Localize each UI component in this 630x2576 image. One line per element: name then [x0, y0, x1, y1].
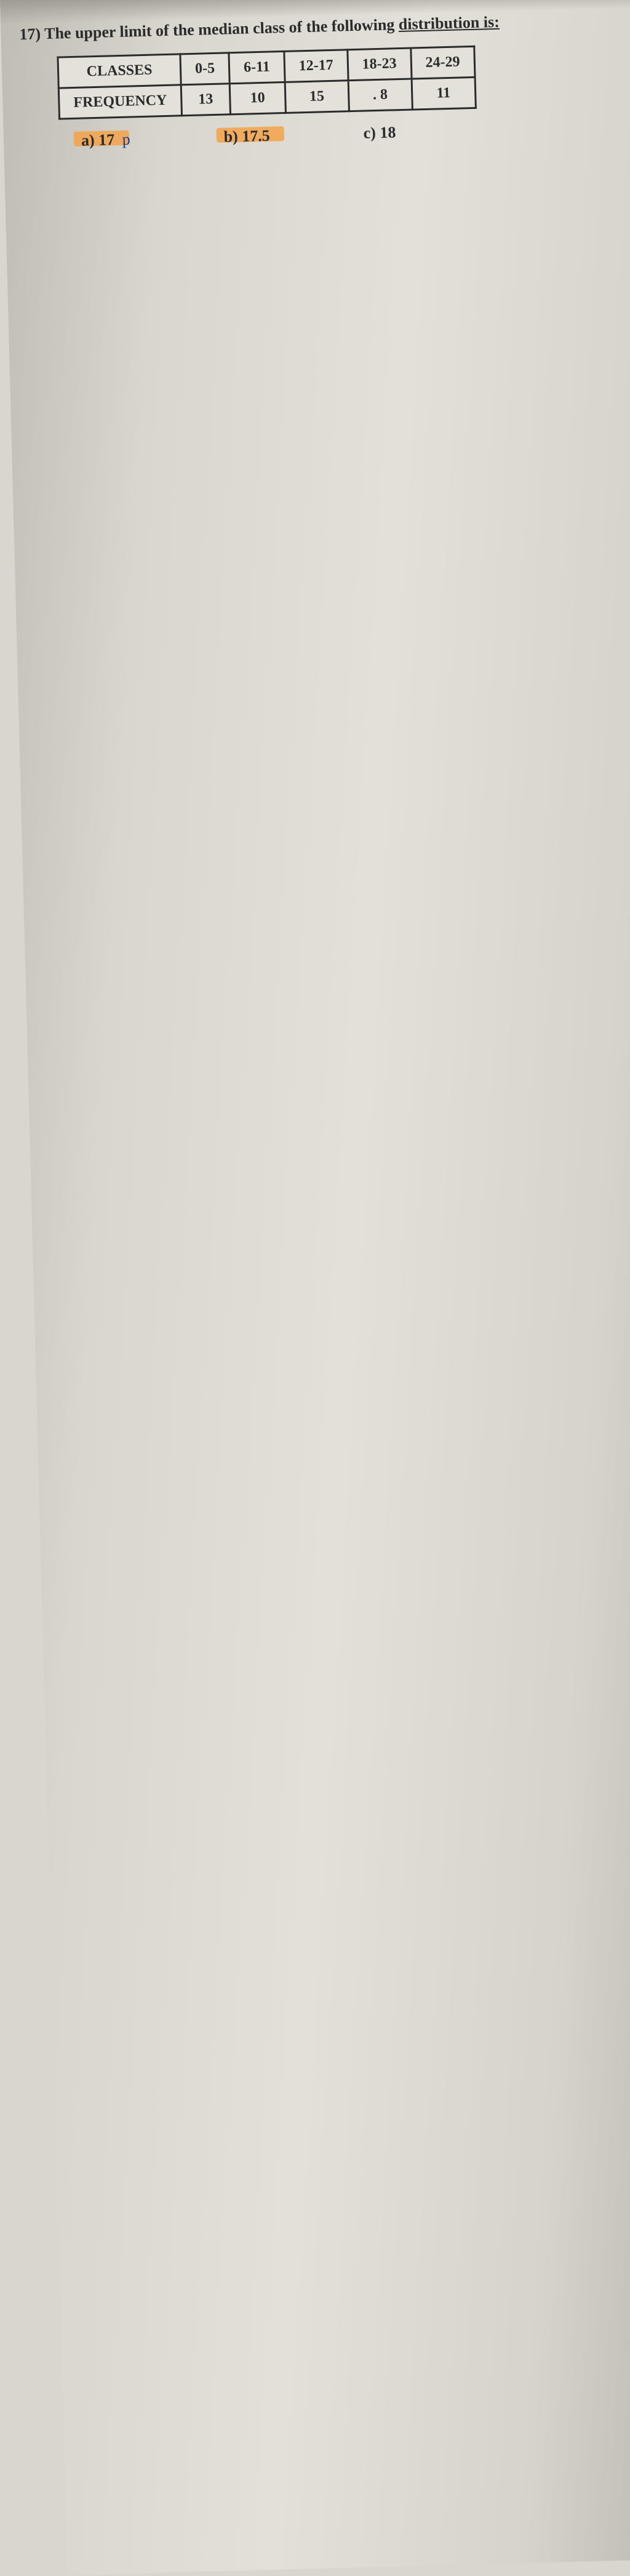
question-number: 17) [19, 25, 41, 43]
class-col-0: 0-5 [180, 53, 229, 85]
freq-cell-2: 15 [285, 81, 349, 113]
question-17: 17) The upper limit of the median class … [19, 9, 613, 45]
question-text-part1: The upper limit of the median class of t… [44, 15, 399, 42]
option-a: a) 17 p [78, 129, 135, 151]
freq-cell-1: 10 [229, 82, 285, 114]
class-col-1: 6-11 [229, 51, 285, 83]
class-col-3: 18-23 [347, 48, 411, 81]
class-col-2: 12-17 [284, 50, 348, 83]
frequency-table: CLASSES 0-5 6-11 12-17 18-23 24-29 FREQU… [57, 46, 476, 120]
option-a-label: a) [81, 131, 95, 150]
option-b-value: 17.5 [242, 126, 270, 145]
frequency-header: FREQUENCY [58, 85, 181, 119]
freq-cell-3: . 8 [348, 79, 412, 111]
pen-annotation: p [122, 130, 130, 148]
option-c-label: c) [363, 124, 376, 142]
classes-header: CLASSES [58, 54, 181, 88]
option-a-value: 17 [98, 131, 115, 149]
freq-cell-3-value: 8 [380, 86, 388, 102]
option-b: b) 17.5 [220, 125, 274, 147]
freq-cell-4: 11 [412, 77, 476, 110]
cell-annotation-dot: . [373, 87, 377, 103]
option-c: c) 18 [359, 122, 400, 144]
option-b-label: b) [223, 127, 238, 146]
question-text-underlined: distribution is: [398, 13, 500, 33]
worksheet-page: 17) The upper limit of the median class … [0, 0, 630, 2575]
class-col-4: 24-29 [410, 46, 474, 79]
answer-options: a) 17 p b) 17.5 c) 18 [78, 116, 616, 151]
option-c-value: 18 [380, 123, 396, 142]
freq-cell-0: 13 [181, 84, 230, 116]
